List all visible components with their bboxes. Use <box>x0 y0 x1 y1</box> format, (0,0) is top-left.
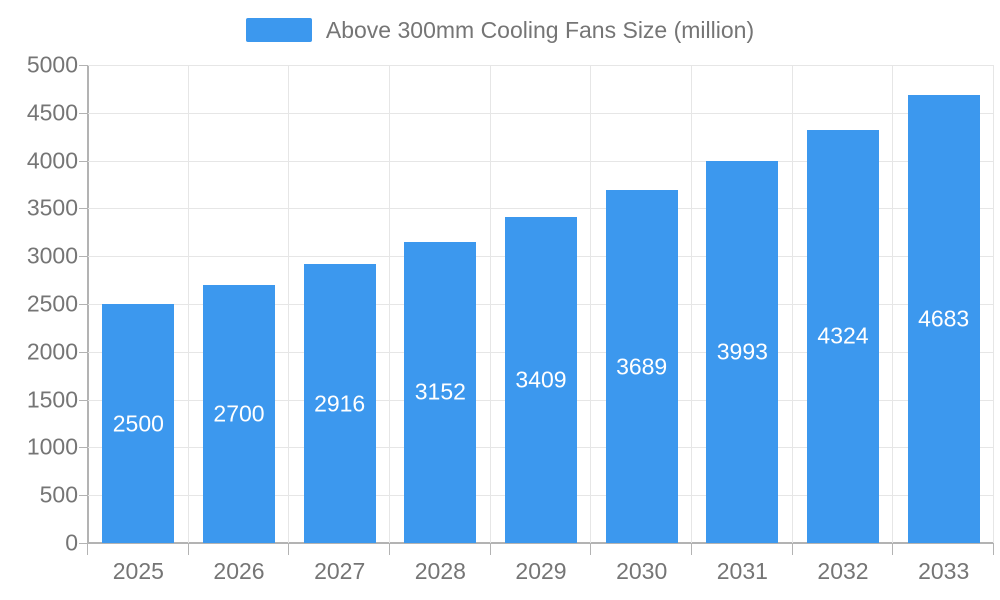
bar-value-label: 4683 <box>918 305 970 332</box>
x-tick-label: 2025 <box>112 558 164 584</box>
x-tick-mark <box>187 543 189 555</box>
y-tick-mark <box>79 304 87 305</box>
y-gridline <box>88 208 994 210</box>
y-tick-mark <box>79 208 87 210</box>
y-tick-label: 2000 <box>26 338 78 365</box>
x-tick-mark <box>892 543 894 555</box>
bar[interactable]: 3152 <box>404 241 477 543</box>
bar[interactable]: 4683 <box>907 95 980 543</box>
bar[interactable]: 2700 <box>203 284 275 543</box>
bar[interactable]: 3689 <box>605 190 678 543</box>
x-tick-mark <box>489 543 491 555</box>
bar-value-label: 4324 <box>817 322 869 349</box>
x-tick-label: 2027 <box>314 558 366 584</box>
x-gridline <box>187 65 189 543</box>
x-gridline <box>489 65 491 543</box>
x-gridline <box>791 65 793 543</box>
x-tick-mark <box>993 543 994 555</box>
y-tick-label: 3000 <box>26 242 78 269</box>
bar[interactable]: 4324 <box>807 129 879 543</box>
bar-value-label: 3689 <box>616 353 668 380</box>
bar-value-label: 3993 <box>716 338 768 365</box>
y-tick-mark <box>79 495 87 497</box>
bar-value-label: 3152 <box>414 378 466 405</box>
y-tick-mark <box>79 399 87 401</box>
y-gridline <box>88 65 994 66</box>
y-tick-label: 4500 <box>26 99 78 126</box>
y-tick-label: 4000 <box>26 147 78 174</box>
plot-area: 2500 2700 2916 3152 3409 3689 3993 4324 4683 <box>88 65 994 543</box>
x-tick-mark <box>288 543 290 555</box>
y-tick-label: 0 <box>65 529 78 556</box>
y-tick-mark <box>79 112 87 114</box>
x-gridline <box>993 65 994 543</box>
x-tick-label: 2032 <box>817 558 869 584</box>
x-gridline <box>389 65 390 543</box>
bar[interactable]: 2500 <box>102 304 175 543</box>
x-tick-mark <box>389 543 390 555</box>
y-tick-label: 1000 <box>26 433 78 460</box>
legend[interactable]: Above 300mm Cooling Fans Size (million) <box>0 18 1000 42</box>
y-tick-label: 1500 <box>26 386 78 413</box>
y-tick-mark <box>79 256 87 258</box>
y-tick-mark <box>79 351 87 353</box>
x-tick-mark <box>87 543 88 555</box>
bar[interactable]: 2916 <box>303 264 376 543</box>
x-tick-label: 2030 <box>616 558 668 584</box>
bar[interactable]: 3409 <box>505 217 577 543</box>
x-tick-label: 2029 <box>515 558 567 584</box>
x-gridline <box>590 65 592 543</box>
legend-swatch <box>245 18 312 42</box>
x-tick-label: 2026 <box>213 558 265 584</box>
y-tick-mark <box>79 160 87 162</box>
x-tick-mark <box>590 543 592 555</box>
x-tick-label: 2028 <box>414 558 466 584</box>
x-axis-line <box>87 542 994 544</box>
y-tick-label: 500 <box>39 481 78 508</box>
y-tick-label: 2500 <box>26 290 78 317</box>
y-tick-label: 3500 <box>26 194 78 221</box>
y-tick-mark <box>79 543 87 544</box>
x-tick-mark <box>691 543 692 555</box>
x-tick-mark <box>791 543 793 555</box>
bar-value-label: 2700 <box>213 400 265 427</box>
x-gridline <box>288 65 290 543</box>
legend-label: Above 300mm Cooling Fans Size (million) <box>325 16 755 43</box>
y-tick-label: 5000 <box>26 51 78 78</box>
y-tick-mark <box>79 447 87 449</box>
bar-value-label: 2500 <box>112 410 164 436</box>
x-gridline <box>892 65 894 543</box>
bar[interactable]: 3993 <box>706 161 779 543</box>
x-tick-label: 2031 <box>716 558 768 584</box>
x-tick-label: 2033 <box>918 558 970 584</box>
y-gridline <box>88 160 994 162</box>
bar-value-label: 2916 <box>314 390 366 417</box>
x-gridline <box>691 65 692 543</box>
y-tick-mark <box>79 65 87 66</box>
y-gridline <box>88 112 994 114</box>
bar-value-label: 3409 <box>515 366 567 393</box>
